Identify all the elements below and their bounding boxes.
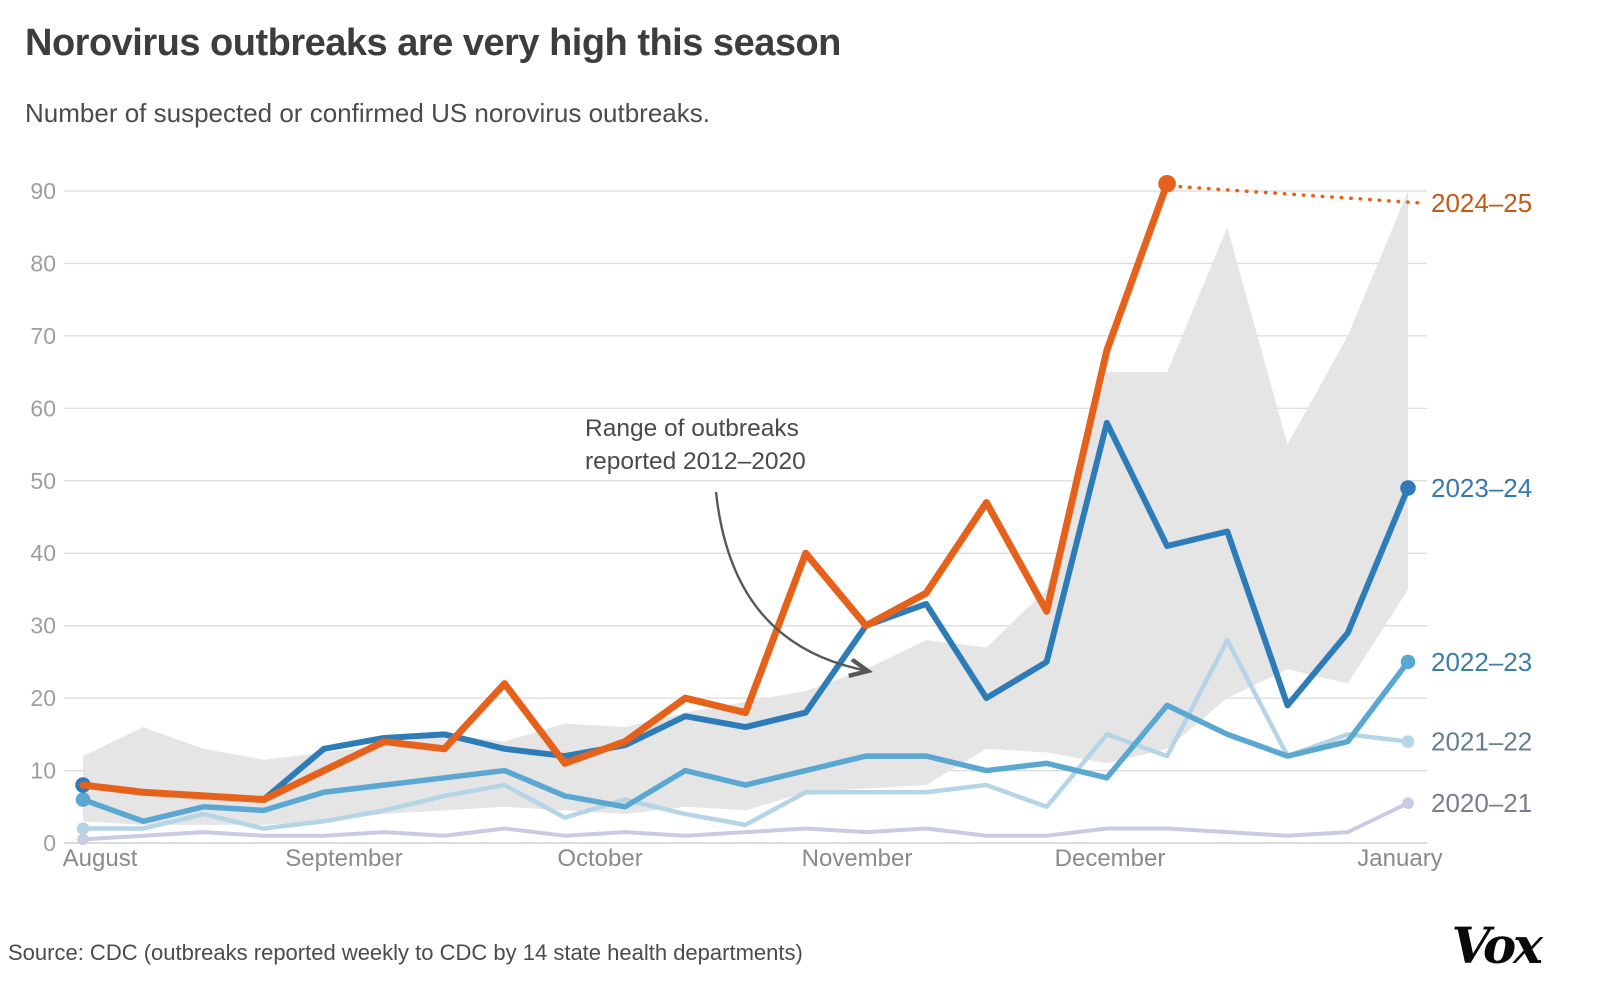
x-tick-label-october: October (557, 845, 642, 872)
series-label-2023-24: 2023–24 (1431, 473, 1532, 503)
series-line-2022-23 (80, 659, 1411, 825)
series-label-2021-22: 2021–22 (1431, 727, 1532, 757)
y-tick-label-30: 30 (30, 613, 56, 639)
series-end-dot-2021-22 (1401, 735, 1415, 748)
y-tick-label-50: 50 (30, 468, 56, 494)
series-end-dot-2022-23 (1400, 654, 1416, 670)
y-tick-label-0: 0 (43, 830, 56, 856)
series-line-2024-25 (79, 180, 1171, 804)
leader-dotted-line-2024-25 (1178, 185, 1423, 205)
x-tick-label-november: November (802, 845, 913, 872)
x-tick-label-september: September (285, 845, 402, 872)
y-tick-label-70: 70 (30, 323, 56, 349)
y-tick-label-80: 80 (30, 250, 56, 276)
y-tick-label-10: 10 (30, 758, 56, 784)
series-start-dot-2021-22 (76, 822, 90, 835)
series-start-dot-2020-21 (77, 833, 89, 846)
series-start-dot-2022-23 (75, 792, 91, 807)
band-annotation-line1: Range of outbreaks (585, 415, 799, 442)
y-tick-label-20: 20 (30, 685, 56, 711)
series-line-2023-24 (80, 419, 1411, 803)
annotation-arrow (714, 491, 868, 671)
x-tick-label-august: August (63, 845, 138, 872)
series-label-2022-23: 2022–23 (1431, 647, 1532, 677)
series-line-2020-21 (81, 801, 1410, 842)
series-label-2024-25: 2024–25 (1431, 188, 1532, 218)
y-tick-label-40: 40 (30, 540, 56, 566)
chart-subtitle: Number of suspected or confirmed US noro… (25, 98, 710, 128)
page-title: Norovirus outbreaks are very high this s… (25, 22, 841, 64)
y-tick-label-90: 90 (30, 178, 56, 204)
band-annotation-line2: reported 2012–2020 (585, 448, 806, 475)
vox-logo: Vox (1451, 916, 1543, 975)
series-end-dot-2020-21 (1402, 797, 1414, 809)
x-tick-label-january: January (1357, 845, 1442, 872)
series-label-2020-21: 2020–21 (1431, 788, 1532, 818)
range-band-area (83, 191, 1408, 825)
x-tick-label-december: December (1055, 845, 1166, 872)
y-tick-label-60: 60 (30, 395, 56, 421)
source-note: Source: CDC (outbreaks reported weekly t… (8, 940, 803, 965)
series-end-dot-2024-25 (1158, 174, 1176, 193)
series-end-dot-2023-24 (1400, 480, 1416, 496)
band-annotation: Range of outbreaks reported 2012–2020 (585, 412, 806, 478)
